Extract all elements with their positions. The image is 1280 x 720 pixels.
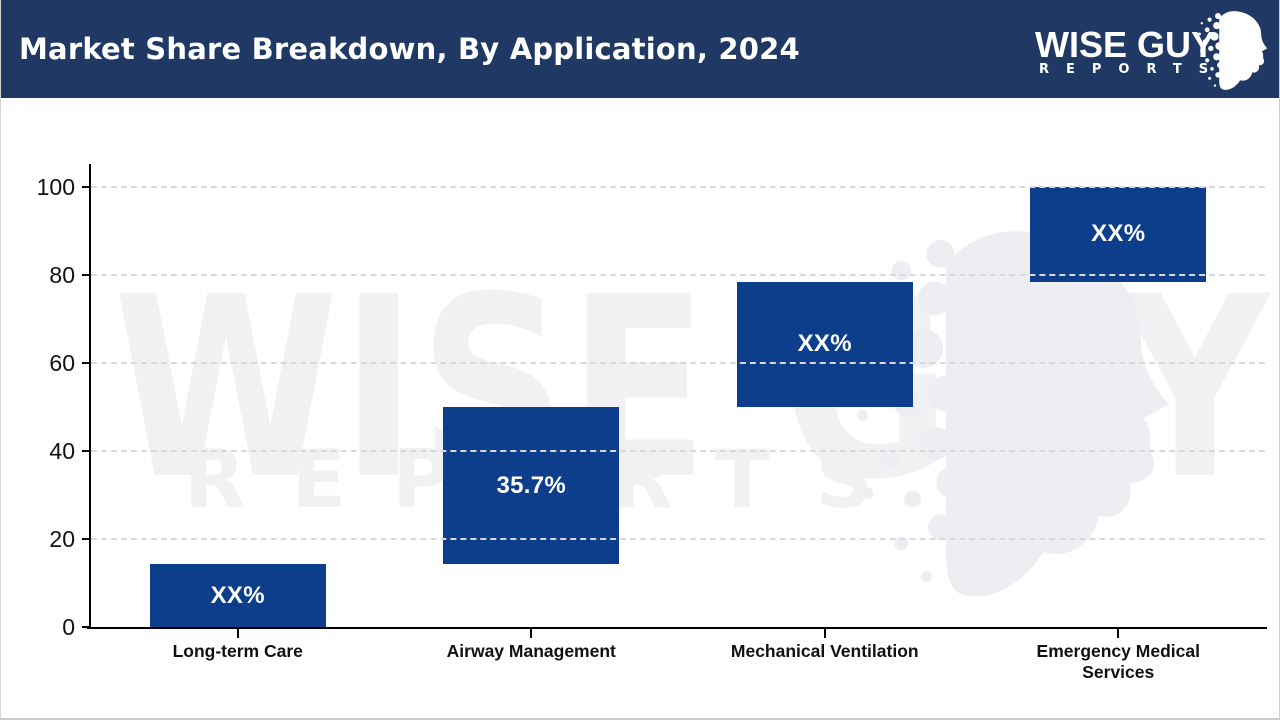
chart: WISE GUY REPORTS 020406080100XX%35.7%XX%… xyxy=(1,98,1280,718)
gridline-40 xyxy=(91,450,1265,452)
category-label: Emergency Medical Services xyxy=(1036,641,1200,683)
y-tick-label: 0 xyxy=(62,614,75,640)
head-dots-icon xyxy=(1197,11,1268,90)
y-tick-label: 100 xyxy=(36,174,75,200)
x-tick xyxy=(236,629,239,638)
y-tick xyxy=(82,538,91,540)
bar-segment: XX% xyxy=(736,281,913,407)
brand-subtitle: REPORTS xyxy=(1039,62,1226,77)
y-tick xyxy=(82,186,91,188)
plot-area: 0 20 40 60 80 100 XX% 35.7% XX% XX% Long-term Care… xyxy=(37,164,1267,682)
y-axis-line xyxy=(89,164,91,629)
bar-value-label: 35.7% xyxy=(496,471,567,499)
y-tick xyxy=(82,274,91,276)
header: Market Share Breakdown, By Application, … xyxy=(1,0,1279,98)
y-tick-label: 80 xyxy=(49,262,75,288)
y-tick xyxy=(82,362,91,364)
brand-logo: WISE GUY REPORTS xyxy=(1029,6,1269,94)
y-tick xyxy=(82,450,91,452)
gridline-20 xyxy=(91,538,1265,540)
x-tick xyxy=(823,629,826,638)
bar-value-label: XX% xyxy=(1091,220,1146,248)
category-label: Long-term Care xyxy=(172,641,303,661)
gridline-60 xyxy=(91,362,1265,364)
bar-segment: 35.7% xyxy=(443,407,620,565)
bar-value-label: XX% xyxy=(210,581,265,609)
bar-segment: XX% xyxy=(1030,187,1207,282)
bar-segment: XX% xyxy=(149,564,326,627)
category-label: Mechanical Ventilation xyxy=(730,641,919,661)
y-tick xyxy=(82,626,91,628)
y-tick-label: 60 xyxy=(49,350,75,376)
x-axis-line xyxy=(87,627,1267,629)
brand-name: WISE GUY xyxy=(1035,24,1216,65)
category-label: Airway Management xyxy=(446,641,616,661)
y-tick-label: 20 xyxy=(49,526,75,552)
x-tick xyxy=(530,629,533,638)
x-tick xyxy=(1117,629,1120,638)
bar-value-label: XX% xyxy=(797,330,852,358)
y-tick-label: 40 xyxy=(49,438,75,464)
page-title: Market Share Breakdown, By Application, … xyxy=(19,32,800,66)
